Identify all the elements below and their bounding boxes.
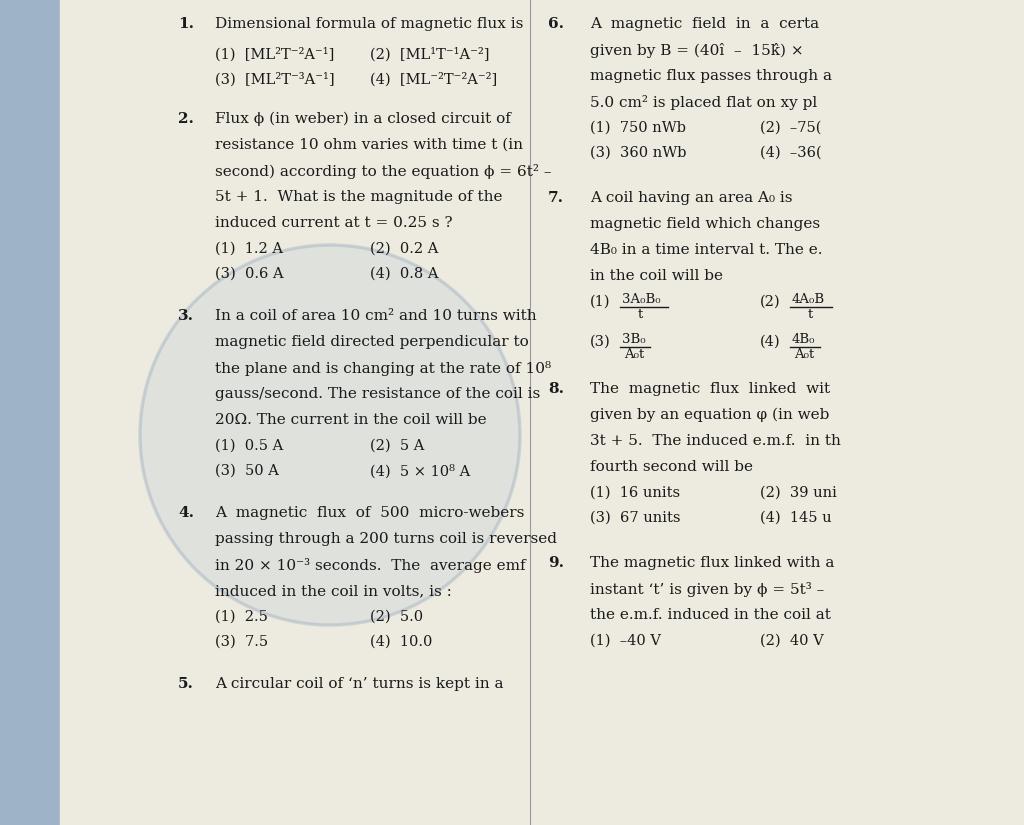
Text: magnetic field which changes: magnetic field which changes [590, 217, 820, 231]
Text: given by an equation φ (in web: given by an equation φ (in web [590, 408, 829, 422]
Text: magnetic flux passes through a: magnetic flux passes through a [590, 69, 831, 83]
Text: A  magnetic  field  in  a  certa: A magnetic field in a certa [590, 17, 819, 31]
Text: (3)  67 units: (3) 67 units [590, 511, 681, 525]
Text: (2)  39 uni: (2) 39 uni [760, 486, 837, 500]
Text: (4)  5 × 10⁸ A: (4) 5 × 10⁸ A [370, 464, 470, 478]
Text: A₀t: A₀t [794, 348, 814, 361]
Text: (1)  [ML²T⁻²A⁻¹]: (1) [ML²T⁻²A⁻¹] [215, 47, 335, 61]
Text: A  magnetic  flux  of  500  micro-webers: A magnetic flux of 500 micro-webers [215, 506, 524, 520]
Text: (1)  750 nWb: (1) 750 nWb [590, 121, 686, 135]
Text: (4): (4) [760, 335, 780, 349]
Text: 3t + 5.  The induced e.m.f.  in th: 3t + 5. The induced e.m.f. in th [590, 434, 841, 448]
Text: t: t [638, 308, 643, 321]
Text: (4)  [ML⁻²T⁻²A⁻²]: (4) [ML⁻²T⁻²A⁻²] [370, 72, 498, 87]
Text: in 20 × 10⁻³ seconds.  The  average emf: in 20 × 10⁻³ seconds. The average emf [215, 558, 525, 573]
Text: Flux ϕ (in weber) in a closed circuit of: Flux ϕ (in weber) in a closed circuit of [215, 112, 511, 126]
Text: 20Ω. The current in the coil will be: 20Ω. The current in the coil will be [215, 413, 486, 427]
Text: (3): (3) [590, 335, 610, 349]
Text: (2)  40 V: (2) 40 V [760, 634, 823, 648]
Text: A circular coil of ‘n’ turns is kept in a: A circular coil of ‘n’ turns is kept in … [215, 677, 504, 691]
Text: The magnetic flux linked with a: The magnetic flux linked with a [590, 556, 835, 570]
Text: fourth second will be: fourth second will be [590, 460, 753, 474]
Text: (1)  0.5 A: (1) 0.5 A [215, 439, 284, 453]
Text: 1.: 1. [178, 17, 194, 31]
Text: (1)  16 units: (1) 16 units [590, 486, 680, 500]
Text: resistance 10 ohm varies with time t (in: resistance 10 ohm varies with time t (in [215, 138, 523, 152]
Text: 4.: 4. [178, 506, 194, 520]
Circle shape [140, 245, 520, 625]
Text: (4)  10.0: (4) 10.0 [370, 635, 432, 649]
Text: second) according to the equation ϕ = 6t² –: second) according to the equation ϕ = 6t… [215, 164, 552, 179]
Text: (3)  50 A: (3) 50 A [215, 464, 279, 478]
Text: The  magnetic  flux  linked  wit: The magnetic flux linked wit [590, 382, 830, 396]
Text: (2)  5 A: (2) 5 A [370, 439, 424, 453]
Text: the plane and is changing at the rate of 10⁸: the plane and is changing at the rate of… [215, 361, 551, 376]
Text: 2.: 2. [178, 112, 194, 126]
Text: gauss/second. The resistance of the coil is: gauss/second. The resistance of the coil… [215, 387, 541, 401]
Text: 3.: 3. [178, 309, 194, 323]
Text: t: t [808, 308, 813, 321]
Text: in the coil will be: in the coil will be [590, 269, 723, 283]
Text: 4B₀: 4B₀ [792, 333, 815, 346]
Text: (4)  145 u: (4) 145 u [760, 511, 831, 525]
Text: (2)  5.0: (2) 5.0 [370, 610, 423, 624]
Text: (1)  2.5: (1) 2.5 [215, 610, 268, 624]
Text: 5.: 5. [178, 677, 194, 691]
Text: A₀t: A₀t [624, 348, 644, 361]
Text: 5t + 1.  What is the magnitude of the: 5t + 1. What is the magnitude of the [215, 190, 503, 204]
Text: Dimensional formula of magnetic flux is: Dimensional formula of magnetic flux is [215, 17, 523, 31]
Text: passing through a 200 turns coil is reversed: passing through a 200 turns coil is reve… [215, 532, 557, 546]
Text: 5.0 cm² is placed flat on xy pl: 5.0 cm² is placed flat on xy pl [590, 95, 817, 110]
Text: 3A₀B₀: 3A₀B₀ [622, 293, 660, 306]
Text: (3)  360 nWb: (3) 360 nWb [590, 146, 686, 160]
Text: (3)  0.6 A: (3) 0.6 A [215, 267, 284, 281]
Text: (2)  –75(: (2) –75( [760, 121, 821, 135]
Text: magnetic field directed perpendicular to: magnetic field directed perpendicular to [215, 335, 528, 349]
Text: induced current at t = 0.25 s ?: induced current at t = 0.25 s ? [215, 216, 453, 230]
Text: the e.m.f. induced in the coil at: the e.m.f. induced in the coil at [590, 608, 830, 622]
Text: 3B₀: 3B₀ [622, 333, 645, 346]
Text: (1): (1) [590, 295, 610, 309]
Text: (1)  –40 V: (1) –40 V [590, 634, 662, 648]
Text: 8.: 8. [548, 382, 564, 396]
Text: 6.: 6. [548, 17, 564, 31]
Text: (3)  [ML²T⁻³A⁻¹]: (3) [ML²T⁻³A⁻¹] [215, 72, 335, 87]
Text: 4B₀ in a time interval t. The e.: 4B₀ in a time interval t. The e. [590, 243, 822, 257]
Text: 4A₀B: 4A₀B [792, 293, 825, 306]
Text: (1)  1.2 A: (1) 1.2 A [215, 242, 283, 256]
Text: (2)  0.2 A: (2) 0.2 A [370, 242, 438, 256]
Text: instant ‘t’ is given by ϕ = 5t³ –: instant ‘t’ is given by ϕ = 5t³ – [590, 582, 824, 597]
Text: given by B = (40î  –  15k̂) ×: given by B = (40î – 15k̂) × [590, 43, 804, 58]
Text: (2)  [ML¹T⁻¹A⁻²]: (2) [ML¹T⁻¹A⁻²] [370, 47, 489, 61]
Text: 7.: 7. [548, 191, 564, 205]
Text: (3)  7.5: (3) 7.5 [215, 635, 268, 649]
Text: induced in the coil in volts, is :: induced in the coil in volts, is : [215, 584, 452, 598]
Text: In a coil of area 10 cm² and 10 turns with: In a coil of area 10 cm² and 10 turns wi… [215, 309, 537, 323]
Text: (4)  0.8 A: (4) 0.8 A [370, 267, 438, 281]
Text: 9.: 9. [548, 556, 564, 570]
Bar [0, 0, 60, 825]
Text: (4)  –36(: (4) –36( [760, 146, 821, 160]
Text: (2): (2) [760, 295, 780, 309]
Text: A coil having an area A₀ is: A coil having an area A₀ is [590, 191, 793, 205]
